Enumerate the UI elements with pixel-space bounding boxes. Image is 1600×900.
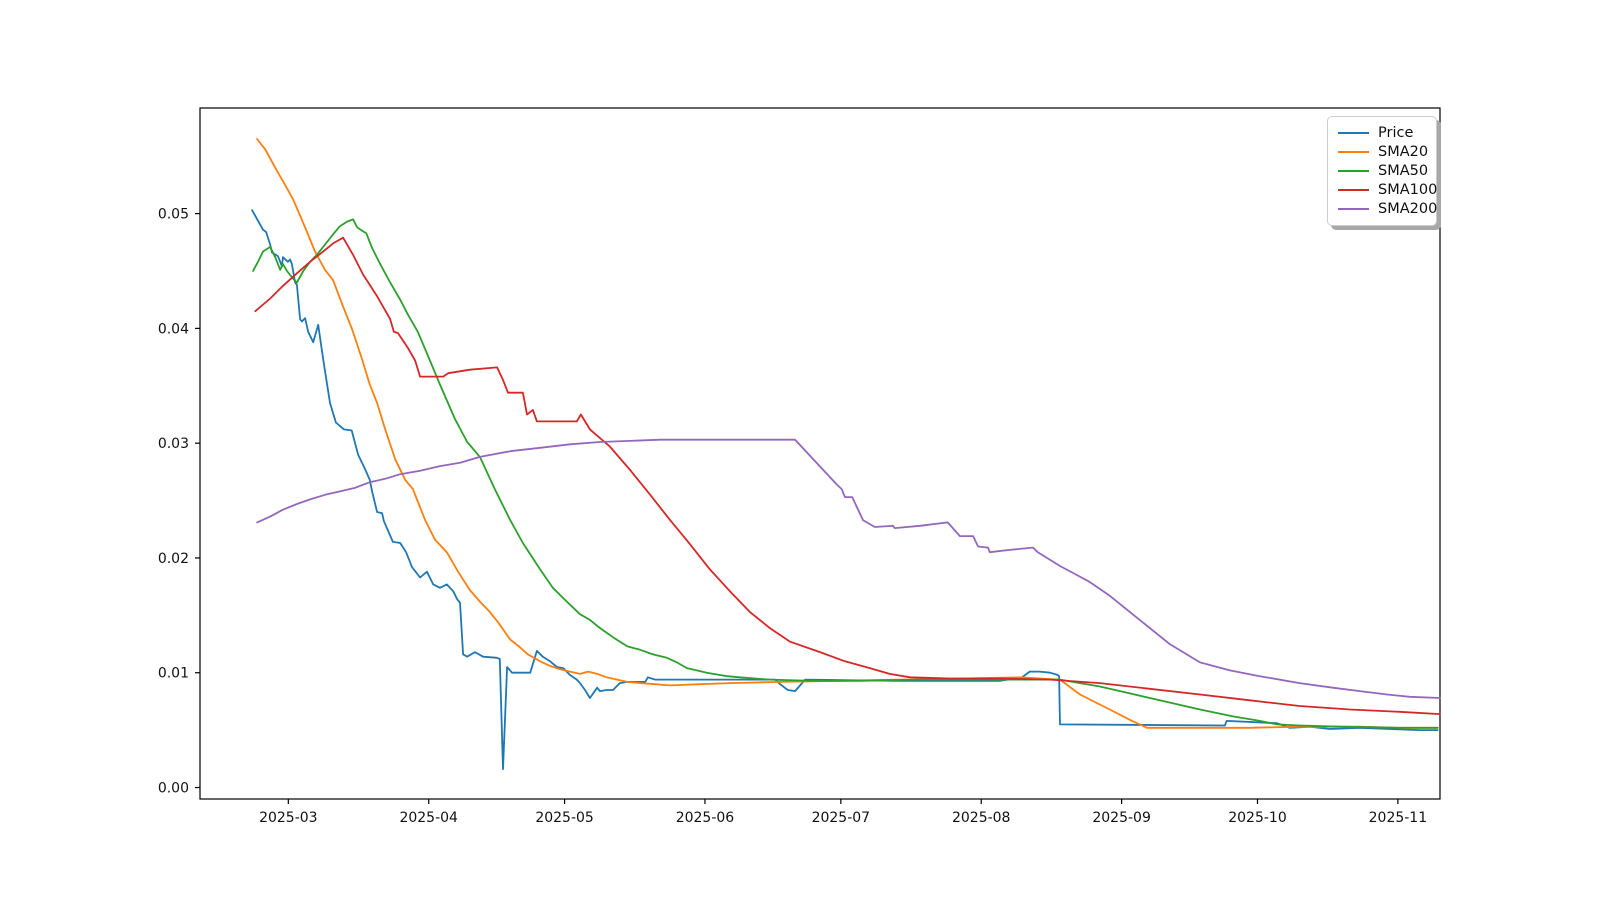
x-tick-label: 2025-06: [676, 810, 735, 826]
series-line-sma200: [256, 438, 1441, 699]
x-tick-label: 2025-05: [535, 810, 594, 826]
legend-line-sample: [1338, 169, 1369, 172]
x-tick-label: 2025-07: [812, 810, 871, 826]
x-tick-label: 2025-04: [399, 810, 458, 826]
legend-item-price: Price: [1338, 125, 1426, 141]
y-tick-label: 0.02: [158, 551, 189, 567]
x-tick-label: 2025-11: [1369, 810, 1428, 826]
legend-item-sma200: SMA200: [1338, 201, 1437, 217]
legend-label: SMA20: [1378, 143, 1429, 160]
y-tick-label: 0.01: [158, 666, 189, 682]
legend: Price SMA20 SMA50 SMA100 SMA200: [1327, 116, 1437, 226]
legend-item-sma20: SMA20: [1338, 143, 1429, 160]
x-tick-label: 2025-10: [1228, 810, 1287, 826]
x-tick-label: 2025-09: [1092, 810, 1151, 826]
x-tick-label: 2025-03: [259, 810, 318, 826]
legend-item-sma50: SMA50: [1338, 162, 1429, 179]
y-tick-label: 0.04: [158, 321, 189, 337]
series-line-price: [251, 209, 1439, 771]
y-tick-label: 0.03: [158, 436, 189, 452]
plot-area-border: [199, 107, 1441, 800]
legend-label: SMA100: [1378, 182, 1438, 199]
legend-label: SMA200: [1378, 201, 1438, 218]
legend-line-sample: [1338, 189, 1369, 192]
y-tick-label: 0.00: [158, 781, 189, 797]
series-line-sma100: [254, 236, 1441, 715]
legend-line-sample: [1338, 208, 1369, 211]
legend-line-sample: [1338, 131, 1369, 134]
legend-line-sample: [1338, 150, 1369, 153]
legend-label: Price: [1378, 124, 1414, 141]
x-tick-label: 2025-08: [952, 810, 1011, 826]
legend-item-sma100: SMA100: [1338, 182, 1437, 198]
y-tick-label: 0.05: [158, 207, 189, 223]
legend-label: SMA50: [1378, 162, 1429, 179]
